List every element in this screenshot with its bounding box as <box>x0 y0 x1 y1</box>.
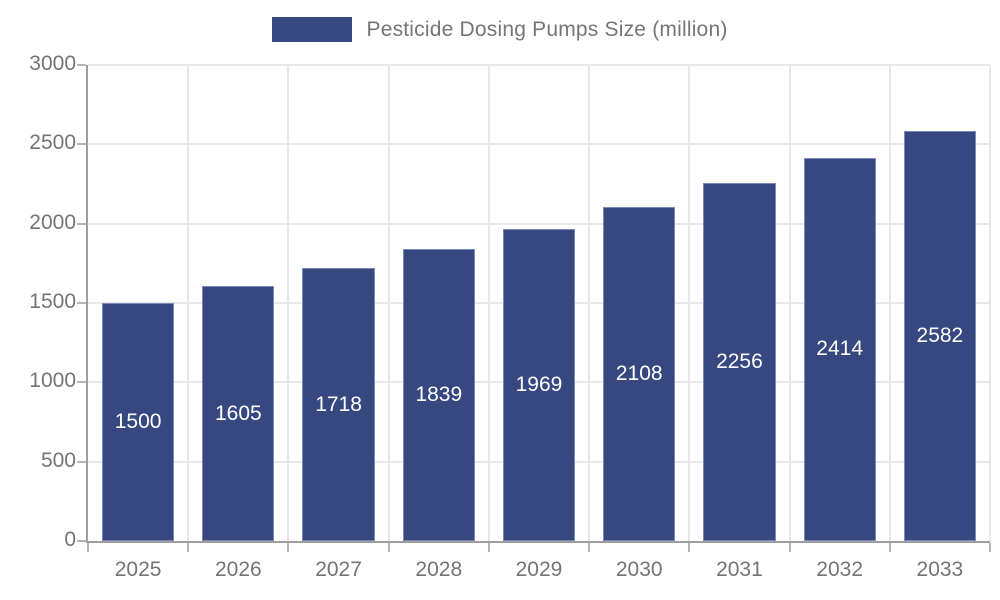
x-axis-tick-label: 2029 <box>515 558 563 581</box>
legend-swatch <box>272 17 353 42</box>
gridline-vertical <box>487 65 490 541</box>
bar-value-label: 1605 <box>214 401 262 425</box>
x-axis-tick <box>487 543 490 552</box>
gridline-vertical <box>788 65 791 541</box>
y-axis-tick <box>77 540 86 542</box>
bar-value-label: 1500 <box>114 410 162 433</box>
bar-2029: 1969 <box>502 228 576 541</box>
y-axis-tick-label: 500 <box>40 448 76 472</box>
x-axis-tick <box>287 543 290 552</box>
y-axis-tick <box>77 460 86 463</box>
bar-value-label: 2108 <box>615 361 663 385</box>
y-axis-tick-label: 0 <box>64 528 76 551</box>
y-axis-tick-label: 1500 <box>29 290 76 313</box>
x-axis-tick-label: 2026 <box>214 558 262 581</box>
y-axis-tick <box>77 64 86 66</box>
y-axis-tick <box>77 302 86 304</box>
y-axis-tick <box>77 143 86 146</box>
y-axis-tick <box>77 381 86 384</box>
x-axis-line <box>86 541 990 543</box>
gridline-vertical <box>888 65 891 541</box>
x-axis-tick <box>187 543 190 552</box>
y-axis-tick-label: 2000 <box>29 210 76 234</box>
gridline-vertical <box>287 65 290 541</box>
x-axis-tick-label: 2033 <box>916 558 964 581</box>
bar-2025: 1500 <box>102 303 175 541</box>
bar-2033: 2582 <box>903 131 976 541</box>
bar-2027: 1718 <box>302 268 375 541</box>
x-axis-tick-label: 2028 <box>415 558 463 581</box>
bar-2028: 1839 <box>402 249 475 541</box>
x-axis-tick <box>87 543 89 552</box>
gridline-vertical <box>588 65 591 541</box>
bar-value-label: 1718 <box>315 392 362 416</box>
gridline-horizontal <box>88 222 990 225</box>
gridline-vertical <box>688 65 691 541</box>
bar-2030: 2108 <box>603 206 676 541</box>
y-axis-tick-label: 3000 <box>29 52 76 75</box>
x-axis-tick-label: 2031 <box>716 558 763 581</box>
gridline-horizontal <box>88 143 990 146</box>
plot-area: 1500 1605 1718 1839 1969 2108 2256 2414 2582 <box>77 64 991 552</box>
legend-label: Pesticide Dosing Pumps Size (million) <box>366 17 728 41</box>
bar-value-label: 2256 <box>716 350 763 374</box>
bar-value-label: 1839 <box>415 383 463 407</box>
bar-2026: 1605 <box>202 286 275 541</box>
y-axis-tick-label: 1000 <box>29 369 76 393</box>
y-axis-tick <box>77 222 86 225</box>
gridline-vertical <box>187 65 190 541</box>
x-axis-tick <box>688 543 691 552</box>
bar-value-label: 2582 <box>916 324 964 348</box>
bar-value-label: 1969 <box>515 372 563 396</box>
y-axis-line <box>86 65 88 541</box>
x-axis-tick-label: 2027 <box>315 558 362 581</box>
gridline-vertical <box>989 65 991 541</box>
gridline-horizontal <box>88 64 990 66</box>
x-axis-tick <box>588 543 591 552</box>
bar-2032: 2414 <box>803 157 876 541</box>
x-axis-tick <box>888 543 891 552</box>
x-axis-tick <box>989 543 991 552</box>
x-axis-tick <box>788 543 791 552</box>
chart-legend[interactable]: Pesticide Dosing Pumps Size (million) <box>0 17 1000 42</box>
y-axis-tick-label: 2500 <box>29 131 76 155</box>
x-axis-tick-label: 2030 <box>615 558 663 581</box>
x-axis-tick-label: 2032 <box>816 558 864 581</box>
bar-value-label: 2414 <box>816 337 864 361</box>
x-axis-tick <box>387 543 390 552</box>
x-axis-tick-label: 2025 <box>114 558 162 581</box>
bar-2031: 2256 <box>703 183 776 541</box>
gridline-vertical <box>387 65 390 541</box>
